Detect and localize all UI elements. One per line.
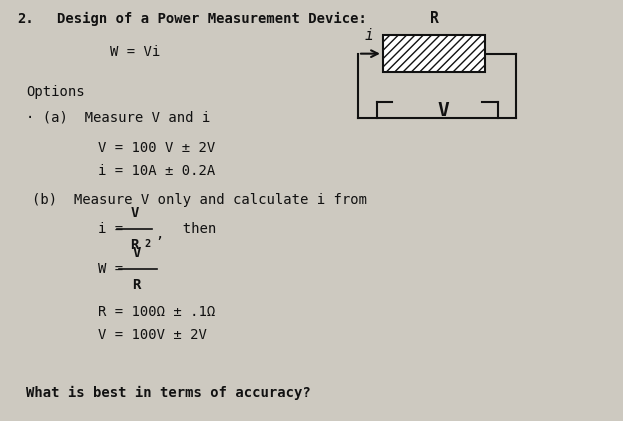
Text: R: R (133, 278, 141, 292)
Text: R = 100Ω ± .1Ω: R = 100Ω ± .1Ω (98, 305, 215, 319)
Text: What is best in terms of accuracy?: What is best in terms of accuracy? (26, 386, 311, 400)
Text: i = 10A ± 0.2A: i = 10A ± 0.2A (98, 165, 215, 179)
Text: V = 100 V ± 2V: V = 100 V ± 2V (98, 141, 215, 155)
Text: W =: W = (98, 262, 131, 276)
Text: R: R (131, 238, 139, 252)
Text: V = 100V ± 2V: V = 100V ± 2V (98, 328, 206, 341)
Text: Options: Options (26, 85, 85, 99)
Text: V: V (131, 206, 139, 221)
Bar (383, 35, 485, 72)
Text: 2.: 2. (17, 12, 34, 26)
Text: i: i (364, 28, 373, 43)
Text: 2: 2 (145, 239, 151, 249)
Text: V: V (437, 101, 449, 120)
Text: ,: , (155, 227, 164, 241)
Text: R: R (430, 11, 439, 26)
Text: W = Vi: W = Vi (110, 45, 160, 59)
Text: V: V (133, 246, 141, 260)
Text: (b)  Measure V only and calculate i from: (b) Measure V only and calculate i from (32, 192, 368, 207)
Text: · (a)  Measure V and i: · (a) Measure V and i (26, 111, 211, 125)
Text: Design of a Power Measurement Device:: Design of a Power Measurement Device: (57, 12, 367, 26)
Text: then: then (166, 222, 216, 236)
Text: i =: i = (98, 222, 131, 236)
